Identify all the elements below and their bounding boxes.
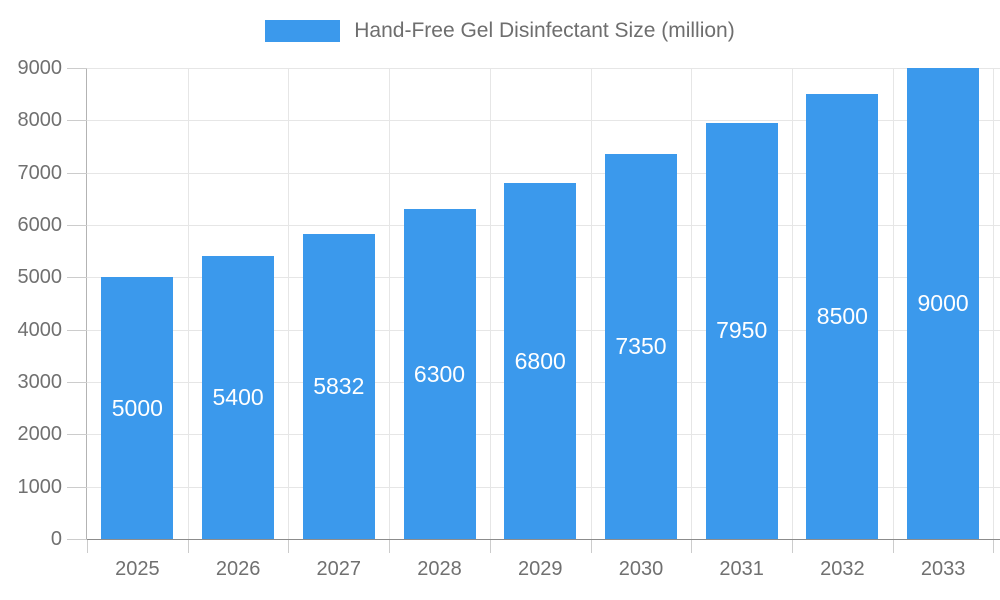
x-axis-label: 2026	[215, 558, 261, 580]
x-axis-tick	[87, 540, 88, 553]
legend-swatch	[265, 20, 341, 42]
x-axis-tick	[892, 540, 894, 553]
y-axis-tick	[67, 382, 87, 383]
y-axis-label: 9000	[17, 57, 63, 79]
legend-label: Hand-Free Gel Disinfectant Size (million…	[354, 19, 735, 42]
x-axis-tick	[590, 540, 592, 553]
y-axis-label: 1000	[17, 475, 63, 498]
bar-value-label: 5000	[111, 394, 163, 421]
plot-area: 5000 5400 5832 6300 6800 7350 7950 8500 9000	[87, 68, 1000, 539]
x-axis-label: 2032	[820, 558, 865, 580]
vertical-gridline	[187, 68, 189, 539]
bar-2025[interactable]: 5000	[101, 277, 174, 539]
horizontal-gridline	[87, 68, 1000, 69]
bar-2032[interactable]: 8500	[806, 94, 879, 539]
vertical-gridline	[691, 68, 693, 539]
bar-value-label: 5832	[313, 372, 365, 399]
bar-value-label: 7350	[615, 333, 667, 360]
vertical-gridline	[489, 68, 491, 539]
y-axis-tick	[67, 172, 87, 174]
x-axis-label: 2033	[920, 558, 966, 580]
y-axis-tick	[67, 277, 87, 279]
x-axis-tick	[187, 540, 189, 553]
y-axis-label: 4000	[17, 318, 63, 341]
x-axis-label: 2027	[316, 558, 362, 580]
bar-value-label: 9000	[917, 290, 969, 316]
x-axis-line	[87, 539, 1000, 540]
x-axis-tick	[489, 540, 491, 553]
y-axis-tick	[67, 539, 87, 540]
x-axis-tick	[792, 540, 794, 553]
bar-2028[interactable]: 6300	[403, 209, 476, 539]
x-axis-tick	[389, 540, 391, 553]
bar-value-label: 5400	[212, 384, 264, 411]
bar-value-label: 6800	[514, 347, 566, 374]
y-axis-line	[86, 68, 87, 539]
bar-2033[interactable]: 9000	[907, 68, 980, 539]
vertical-gridline	[288, 68, 290, 539]
vertical-gridline	[792, 68, 794, 539]
x-axis-label: 2031	[719, 558, 764, 580]
bar-2027[interactable]: 5832	[302, 233, 375, 539]
vertical-gridline	[993, 68, 995, 539]
bar-2029[interactable]: 6800	[504, 183, 577, 539]
y-axis-label: 2000	[17, 423, 63, 446]
bar-2030[interactable]: 7350	[604, 154, 677, 539]
y-axis-tick	[67, 486, 87, 488]
x-axis-label: 2028	[417, 558, 462, 580]
x-axis-label: 2029	[517, 558, 563, 580]
y-axis-label: 0	[50, 528, 62, 550]
y-axis-tick	[67, 120, 87, 122]
vertical-gridline	[590, 68, 592, 539]
bar-value-label: 8500	[816, 303, 868, 330]
bar-value-label: 7950	[716, 317, 768, 344]
y-axis-tick	[67, 225, 87, 226]
y-axis-tick	[67, 434, 87, 436]
y-axis-label: 6000	[17, 214, 63, 236]
y-axis-label: 3000	[17, 371, 63, 393]
bar-2031[interactable]: 7950	[705, 122, 778, 539]
y-axis-label: 5000	[17, 266, 63, 289]
y-axis-tick	[67, 329, 87, 331]
x-axis-label: 2030	[618, 558, 664, 580]
y-axis-label: 7000	[17, 161, 63, 184]
horizontal-gridline	[87, 120, 1000, 122]
x-axis-label: 2025	[115, 558, 160, 580]
chart-legend[interactable]: Hand-Free Gel Disinfectant Size (million…	[0, 18, 1000, 44]
bar-value-label: 6300	[413, 360, 466, 387]
y-axis-label: 8000	[17, 109, 63, 132]
vertical-gridline	[892, 68, 894, 539]
horizontal-gridline	[87, 172, 1000, 174]
x-axis-tick	[993, 540, 995, 553]
bar-2026[interactable]: 5400	[202, 256, 275, 539]
y-axis-tick	[67, 68, 87, 69]
vertical-gridline	[389, 68, 391, 539]
x-axis-tick	[691, 540, 693, 553]
x-axis-tick	[288, 540, 290, 553]
